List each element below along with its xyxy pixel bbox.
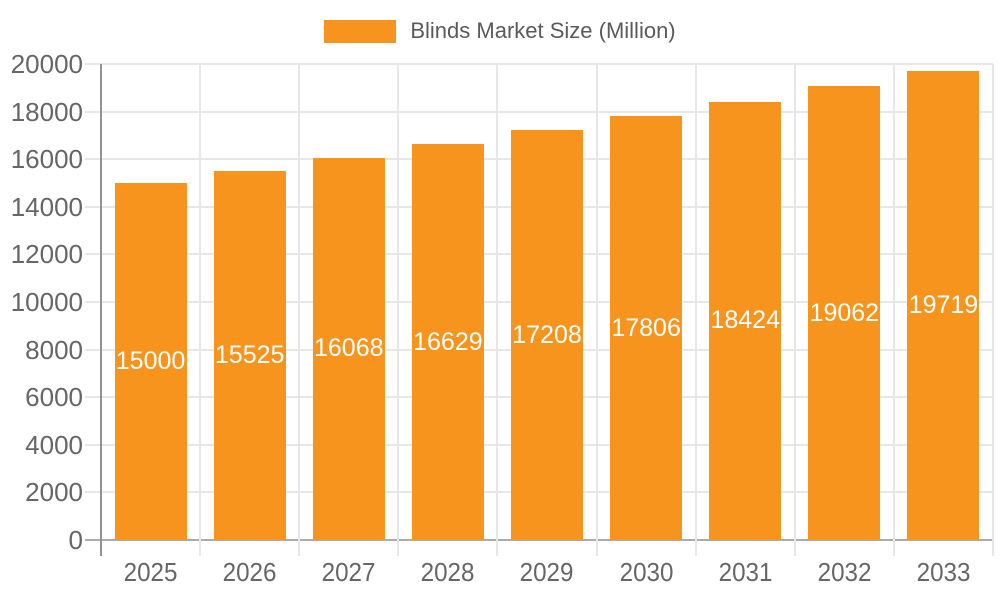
y-axis-tick	[85, 158, 101, 161]
bar: 17806	[610, 116, 683, 540]
y-axis-label: 6000	[25, 382, 83, 413]
bar: 19062	[808, 86, 881, 540]
x-axis-label: 2027	[321, 557, 376, 587]
bar-value-label: 16629	[413, 327, 483, 356]
x-axis-tick	[892, 540, 895, 556]
bar: 15525	[213, 170, 286, 540]
x-gridline	[595, 64, 598, 540]
bar-value-label: 15000	[115, 347, 186, 375]
y-gridline	[101, 63, 993, 65]
x-axis-tick	[595, 540, 598, 556]
x-gridline	[793, 64, 796, 540]
x-axis-tick	[397, 540, 400, 556]
y-axis-label: 2000	[25, 477, 83, 508]
bar-value-label: 17208	[512, 320, 582, 349]
x-axis-label: 2025	[123, 557, 178, 587]
y-axis-label: 0	[68, 525, 83, 555]
x-axis-tick	[496, 540, 499, 556]
legend-label: Blinds Market Size (Million)	[410, 18, 676, 43]
x-axis-label: 2028	[420, 557, 475, 587]
x-gridline	[298, 64, 301, 540]
x-axis-label: 2030	[619, 557, 673, 587]
bar: 17208	[511, 130, 583, 540]
y-axis-tick	[85, 443, 101, 446]
x-axis-tick	[694, 540, 697, 556]
y-axis-tick	[85, 491, 101, 494]
y-axis-tick	[85, 253, 101, 256]
y-axis-label: 4000	[25, 429, 83, 460]
y-axis-label: 8000	[25, 334, 83, 365]
y-axis-tick	[85, 63, 101, 65]
bar: 16068	[312, 157, 385, 540]
bar-value-label: 15525	[214, 340, 285, 369]
bar: 18424	[709, 101, 782, 540]
x-axis-tick	[199, 540, 202, 556]
y-axis-label: 16000	[10, 144, 83, 175]
y-axis-label: 10000	[10, 287, 83, 317]
x-axis-tick	[793, 540, 796, 556]
y-axis-tick	[85, 348, 101, 351]
bar: 15000	[114, 183, 187, 540]
bar-value-label: 19062	[809, 298, 880, 327]
y-gridline	[101, 110, 993, 113]
y-axis-label: 18000	[10, 96, 83, 127]
bar: 16629	[411, 144, 484, 540]
bar-value-label: 16068	[314, 334, 384, 363]
y-axis-label: 12000	[10, 239, 83, 270]
x-gridline	[199, 64, 202, 540]
bar-value-label: 17806	[611, 313, 681, 342]
y-axis-tick	[85, 539, 101, 541]
legend: Blinds Market Size (Million)	[0, 19, 1000, 43]
x-axis-tick	[992, 540, 994, 556]
bar: 19719	[907, 70, 980, 540]
x-axis-label: 2033	[916, 557, 971, 587]
bar-value-label: 19719	[908, 290, 979, 319]
x-axis-line	[101, 539, 993, 541]
y-axis-tick	[85, 396, 101, 399]
x-axis-label: 2026	[222, 557, 277, 587]
x-gridline	[892, 64, 895, 540]
bar-value-label: 18424	[710, 306, 780, 335]
y-axis-tick	[85, 110, 101, 113]
x-axis-label: 2029	[520, 557, 574, 587]
legend-swatch	[324, 19, 397, 43]
y-axis-label: 14000	[10, 191, 83, 222]
x-axis-tick	[298, 540, 301, 556]
x-axis-label: 2032	[817, 557, 872, 587]
x-axis-label: 2031	[718, 557, 773, 587]
x-gridline	[397, 64, 400, 540]
x-gridline	[694, 64, 697, 540]
y-axis-tick	[85, 205, 101, 208]
y-axis-label: 20000	[10, 49, 83, 79]
x-gridline	[992, 64, 994, 540]
y-axis-tick	[85, 301, 101, 303]
y-axis-line	[100, 64, 102, 556]
x-gridline	[496, 64, 499, 540]
